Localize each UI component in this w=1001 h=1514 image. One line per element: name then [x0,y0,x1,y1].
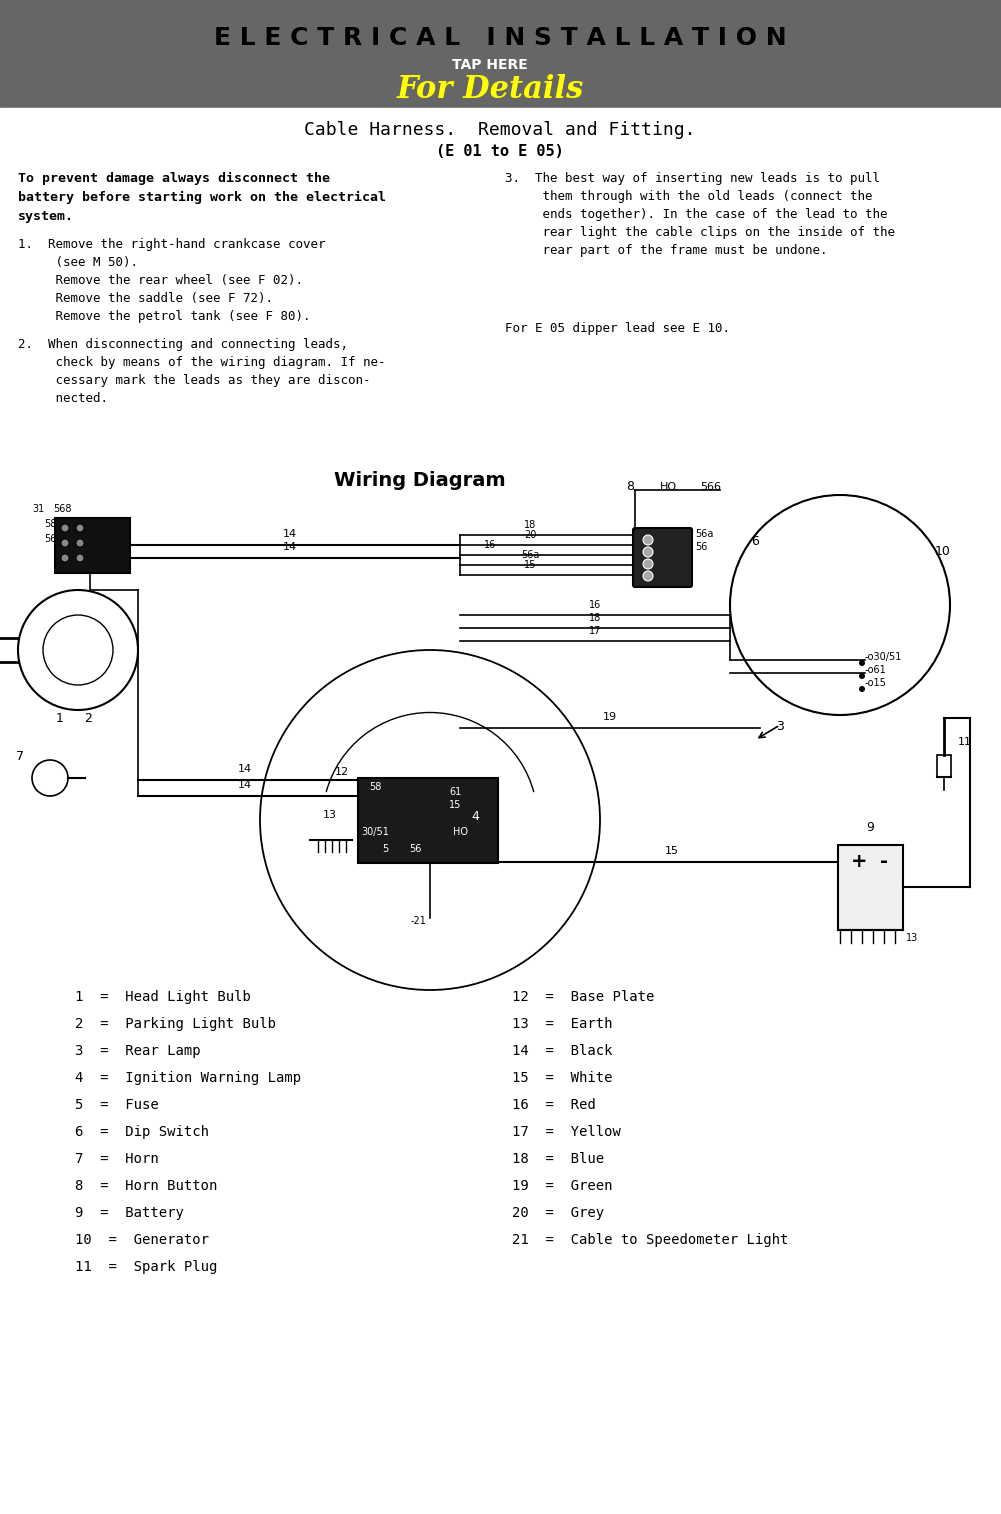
Text: 4: 4 [471,810,478,824]
Text: E L E C T R I C A L   I N S T A L L A T I O N: E L E C T R I C A L I N S T A L L A T I … [213,26,787,50]
Text: 3  =  Rear Lamp: 3 = Rear Lamp [75,1045,200,1058]
Text: 56: 56 [408,843,421,854]
Text: 1: 1 [56,712,64,725]
Text: -21: -21 [410,916,426,927]
Circle shape [61,554,69,562]
Text: 7: 7 [16,749,24,763]
Text: 56: 56 [44,534,56,544]
Text: 16: 16 [589,600,602,610]
Text: 1  =  Head Light Bulb: 1 = Head Light Bulb [75,990,251,1004]
Text: 30/51: 30/51 [361,827,389,837]
Text: 13  =  Earth: 13 = Earth [512,1017,613,1031]
Text: 14: 14 [283,542,297,553]
Text: 20  =  Grey: 20 = Grey [512,1207,605,1220]
Text: 18: 18 [524,519,537,530]
Text: 14: 14 [283,528,297,539]
Circle shape [643,571,653,581]
Text: 16: 16 [483,540,496,550]
Text: 12: 12 [335,768,349,777]
Text: (E 01 to E 05): (E 01 to E 05) [436,144,564,159]
Text: 7  =  Horn: 7 = Horn [75,1152,159,1166]
Text: -o30/51: -o30/51 [865,653,902,662]
Text: 5: 5 [381,843,388,854]
Circle shape [643,559,653,569]
Text: 568: 568 [53,504,71,513]
Text: 8: 8 [626,480,634,494]
Text: HO: HO [452,827,467,837]
Text: 11  =  Spark Plug: 11 = Spark Plug [75,1260,217,1273]
Text: 13: 13 [906,933,918,943]
Text: 2  =  Parking Light Bulb: 2 = Parking Light Bulb [75,1017,276,1031]
Text: 19  =  Green: 19 = Green [512,1179,613,1193]
Text: To prevent damage always disconnect the
battery before starting work on the elec: To prevent damage always disconnect the … [18,173,386,223]
Text: For E 05 dipper lead see E 10.: For E 05 dipper lead see E 10. [505,322,730,335]
Text: 31: 31 [32,504,44,513]
Bar [937,755,951,777]
Circle shape [61,539,69,547]
Circle shape [76,539,84,547]
Bar [358,778,498,863]
Text: 15  =  White: 15 = White [512,1070,613,1086]
Text: 3: 3 [776,721,784,733]
Text: 18: 18 [589,613,602,622]
Text: 11: 11 [958,737,972,746]
Circle shape [76,554,84,562]
Text: 21  =  Cable to Speedometer Light: 21 = Cable to Speedometer Light [512,1232,789,1248]
Circle shape [643,547,653,557]
Text: 9: 9 [866,821,874,834]
Text: Cable Harness.  Removal and Fitting.: Cable Harness. Removal and Fitting. [304,121,696,139]
Bar [0,0,1001,107]
Text: 9  =  Battery: 9 = Battery [75,1207,184,1220]
Text: 12  =  Base Plate: 12 = Base Plate [512,990,655,1004]
Text: 56: 56 [695,542,708,553]
Bar [838,845,903,930]
Text: 566: 566 [700,481,721,492]
Text: 1.  Remove the right-hand crankcase cover
     (see M 50).
     Remove the rear : 1. Remove the right-hand crankcase cover… [18,238,325,322]
Text: 20: 20 [524,530,537,540]
Text: 19: 19 [603,712,617,722]
Text: 14  =  Black: 14 = Black [512,1045,613,1058]
Text: 15: 15 [524,560,537,569]
Circle shape [61,524,69,531]
Circle shape [643,534,653,545]
Text: 56a: 56a [521,550,540,560]
Circle shape [859,660,865,666]
Text: 2.  When disconnecting and connecting leads,
     check by means of the wiring d: 2. When disconnecting and connecting lea… [18,338,385,406]
Text: For Details: For Details [396,74,584,106]
Text: 10  =  Generator: 10 = Generator [75,1232,209,1248]
Circle shape [859,674,865,678]
Text: 56a: 56a [695,528,714,539]
Text: 10: 10 [935,545,951,559]
Text: 16  =  Red: 16 = Red [512,1098,596,1111]
Text: 8  =  Horn Button: 8 = Horn Button [75,1179,217,1193]
Text: 4  =  Ignition Warning Lamp: 4 = Ignition Warning Lamp [75,1070,301,1086]
Text: 13: 13 [323,810,337,821]
Text: 61: 61 [448,787,461,796]
Text: -o61: -o61 [865,665,887,675]
Text: 5  =  Fuse: 5 = Fuse [75,1098,159,1111]
Text: 6  =  Dip Switch: 6 = Dip Switch [75,1125,209,1139]
Text: 17: 17 [589,625,602,636]
Text: HO: HO [660,481,677,492]
Text: TAP HERE: TAP HERE [452,58,528,73]
Text: -: - [880,852,888,871]
Text: 14: 14 [238,765,252,774]
Text: 18  =  Blue: 18 = Blue [512,1152,605,1166]
FancyBboxPatch shape [633,528,692,587]
Text: 6: 6 [751,534,759,548]
Text: -o15: -o15 [865,678,887,687]
Bar [55,518,130,572]
Text: +: + [851,852,868,871]
Text: 14: 14 [238,780,252,790]
Text: 15: 15 [665,846,679,855]
Circle shape [76,524,84,531]
Text: 2: 2 [84,712,92,725]
Text: 17  =  Yellow: 17 = Yellow [512,1125,621,1139]
Text: Wiring Diagram: Wiring Diagram [334,471,506,489]
Circle shape [859,686,865,692]
Text: 58: 58 [368,783,381,792]
Text: 58: 58 [44,519,56,528]
Text: 15: 15 [448,799,461,810]
Text: 3.  The best way of inserting new leads is to pull
     them through with the ol: 3. The best way of inserting new leads i… [505,173,895,257]
